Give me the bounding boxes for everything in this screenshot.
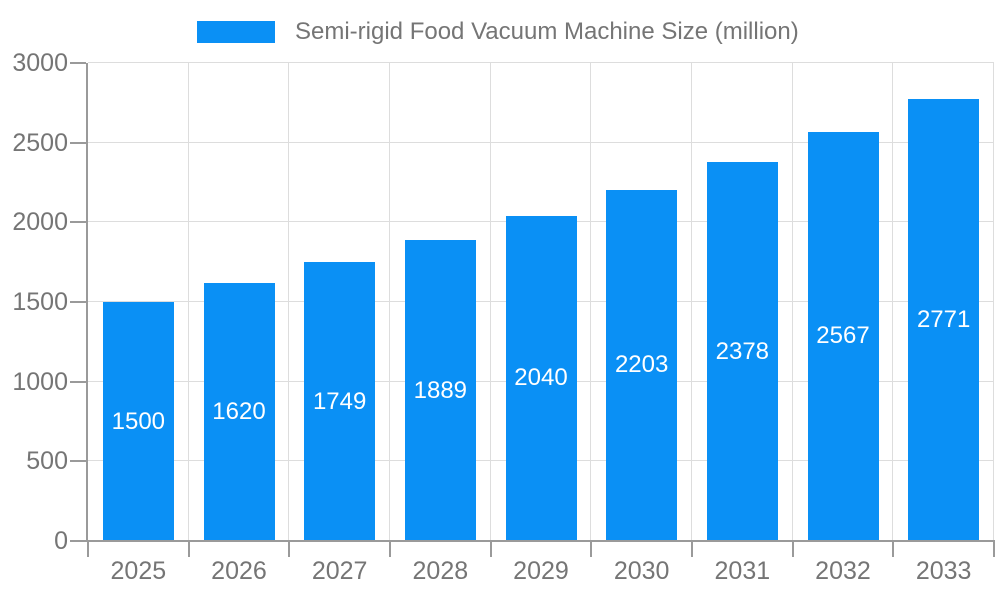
bar-value-label: 1620 [212, 397, 266, 425]
y-axis-label: 2500 [12, 128, 68, 157]
bar[interactable]: 2378 [706, 162, 778, 541]
v-gridline [489, 63, 491, 541]
x-tick [691, 540, 693, 557]
x-tick [288, 540, 291, 557]
bar[interactable]: 2203 [606, 189, 678, 541]
v-gridline [993, 63, 994, 541]
y-tick [70, 460, 86, 463]
v-gridline [389, 63, 390, 541]
x-axis-label: 2027 [311, 557, 368, 585]
bar[interactable]: 2567 [807, 131, 879, 541]
v-gridline [892, 63, 894, 541]
y-axis-label: 500 [26, 447, 68, 476]
y-tick [70, 221, 86, 224]
x-axis-label: 2031 [714, 557, 771, 585]
x-tick [389, 540, 391, 557]
x-tick [892, 540, 895, 557]
bar[interactable]: 2771 [908, 99, 980, 541]
v-gridline [288, 63, 290, 541]
v-gridline [187, 63, 189, 541]
x-tick [993, 540, 995, 557]
x-axis-label: 2026 [211, 557, 267, 585]
v-gridline [691, 63, 692, 541]
bar[interactable]: 1620 [203, 282, 275, 541]
y-tick [70, 380, 86, 383]
y-tick [70, 540, 86, 542]
h-gridline [88, 62, 994, 63]
y-tick [70, 301, 86, 303]
legend-label: Semi-rigid Food Vacuum Machine Size (mil… [295, 18, 799, 45]
x-axis-label: 2032 [815, 557, 871, 585]
x-axis-label: 2025 [110, 557, 167, 585]
bar-value-label: 2203 [614, 351, 669, 379]
y-axis-line [86, 63, 88, 541]
x-tick [87, 540, 89, 557]
v-gridline [590, 63, 592, 541]
y-axis-label: 0 [54, 527, 68, 555]
bar-value-label: 1500 [111, 407, 166, 435]
bar[interactable]: 1500 [102, 302, 174, 541]
bar-value-label: 1889 [413, 376, 468, 404]
y-axis-label: 2000 [12, 208, 68, 237]
bar-value-label: 2567 [816, 322, 870, 350]
h-gridline [88, 141, 994, 143]
x-axis-label: 2033 [915, 557, 972, 585]
legend-swatch [197, 21, 275, 43]
bar-value-label: 2040 [514, 364, 568, 392]
y-tick [70, 141, 86, 144]
bar[interactable]: 2040 [505, 215, 577, 541]
x-tick [590, 540, 593, 557]
x-axis-label: 2029 [513, 557, 569, 585]
bar-value-label: 2378 [715, 337, 770, 365]
x-axis-label: 2028 [412, 557, 469, 585]
bar[interactable]: 1749 [304, 262, 376, 541]
x-tick [187, 540, 190, 557]
y-axis-label: 3000 [12, 49, 68, 77]
x-axis-line [86, 540, 994, 542]
x-tick [489, 540, 492, 557]
x-tick [791, 540, 794, 557]
y-tick [70, 62, 86, 64]
legend[interactable]: Semi-rigid Food Vacuum Machine Size (mil… [0, 0, 1000, 56]
y-axis-label: 1000 [12, 367, 68, 396]
bar-value-label: 1749 [312, 387, 367, 415]
v-gridline [791, 63, 793, 541]
x-axis-label: 2030 [613, 557, 670, 585]
bar[interactable]: 1889 [404, 240, 476, 541]
y-axis-label: 1500 [12, 288, 68, 316]
bar-value-label: 2771 [916, 306, 971, 334]
